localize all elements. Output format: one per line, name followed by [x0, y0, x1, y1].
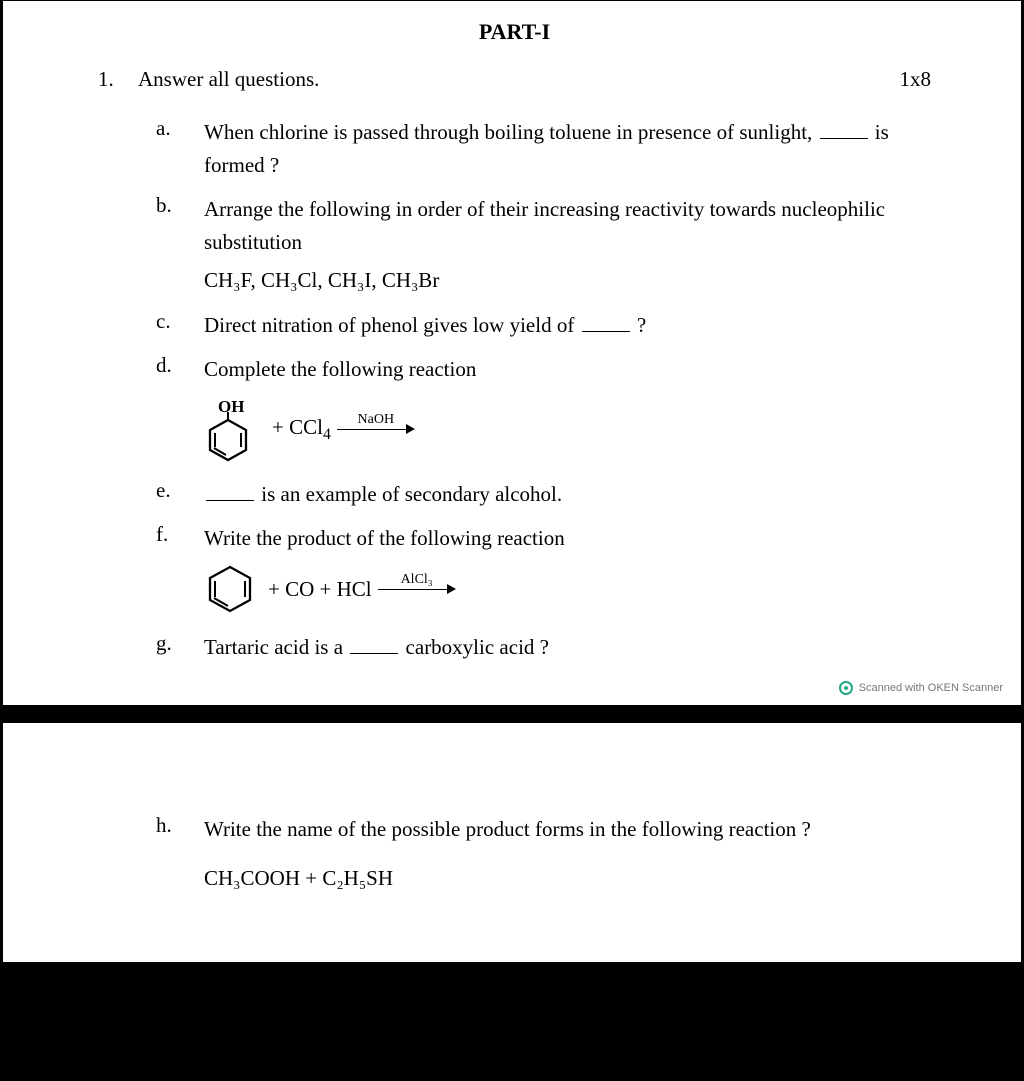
sub-label: a.: [156, 116, 204, 181]
fill-blank: [820, 120, 868, 139]
chemical-formula-line: CH₃COOH + C₂H₅SH: [204, 862, 931, 895]
benzene-structure-icon: [204, 563, 256, 615]
reagent-text: + CO + HCl: [268, 573, 372, 606]
sub-label: e.: [156, 478, 204, 511]
sub-body: Arrange the following in order of their …: [204, 193, 931, 297]
sub-question-d: d. Complete the following reaction OH: [156, 353, 931, 466]
sub-question-c: c. Direct nitration of phenol gives low …: [156, 309, 931, 342]
sub-body: When chlorine is passed through boiling …: [204, 116, 931, 181]
part-title: PART-I: [98, 19, 931, 45]
sub-label: b.: [156, 193, 204, 297]
sub-body: Complete the following reaction OH + CCl…: [204, 353, 931, 466]
question-instruction: Answer all questions.: [138, 67, 871, 92]
fill-blank: [206, 482, 254, 501]
sub-label: c.: [156, 309, 204, 342]
question-marks: 1x8: [871, 67, 931, 92]
sub-body: is an example of secondary alcohol.: [204, 478, 931, 511]
text-after-blank: carboxylic acid ?: [400, 635, 549, 659]
sub-body: Write the name of the possible product f…: [204, 813, 931, 894]
scanner-watermark: Scanned with OKEN Scanner: [839, 681, 1003, 695]
reagent-text: + CCl4: [272, 411, 331, 448]
text-after-blank: ?: [632, 313, 647, 337]
text-after-blank: is an example of secondary alcohol.: [256, 482, 562, 506]
page-bottom: h. Write the name of the possible produc…: [2, 723, 1022, 963]
question-text: Arrange the following in order of their …: [204, 193, 931, 258]
chemical-formula-line: CH₃F, CH₃Cl, CH₃I, CH₃Br: [204, 264, 931, 297]
sub-question-e: e. is an example of secondary alcohol.: [156, 478, 931, 511]
fill-blank: [582, 313, 630, 332]
question-number: 1.: [98, 67, 138, 92]
sub-body: Tartaric acid is a carboxylic acid ?: [204, 631, 931, 664]
sub-question-g: g. Tartaric acid is a carboxylic acid ?: [156, 631, 931, 664]
sub-question-f: f. Write the product of the following re…: [156, 522, 931, 617]
question-1-header: 1. Answer all questions. 1x8: [98, 67, 931, 92]
fill-blank: [350, 635, 398, 654]
reaction-arrow: AlCl₃: [378, 583, 456, 595]
sub-label: d.: [156, 353, 204, 466]
sub-body: Direct nitration of phenol gives low yie…: [204, 309, 931, 342]
sub-label: g.: [156, 631, 204, 664]
question-text: Write the name of the possible product f…: [204, 813, 931, 846]
phenol-structure-icon: OH: [204, 394, 260, 464]
scanner-icon: [839, 681, 853, 695]
question-text: Write the product of the following react…: [204, 522, 931, 555]
sub-question-h: h. Write the name of the possible produc…: [156, 813, 931, 894]
text-before-blank: When chlorine is passed through boiling …: [204, 120, 818, 144]
page-gap: [0, 705, 1024, 723]
text-before-blank: Tartaric acid is a: [204, 635, 348, 659]
scanner-text: Scanned with OKEN Scanner: [859, 682, 1003, 694]
sub-question-b: b. Arrange the following in order of the…: [156, 193, 931, 297]
sub-question-a: a. When chlorine is passed through boili…: [156, 116, 931, 181]
sub-body: Write the product of the following react…: [204, 522, 931, 617]
sub-label: h.: [156, 813, 204, 894]
reaction-arrow: NaOH: [337, 423, 415, 435]
reaction-block: OH + CCl4 NaOH: [204, 394, 931, 464]
text-before-blank: Direct nitration of phenol gives low yie…: [204, 313, 580, 337]
sub-question-list-2: h. Write the name of the possible produc…: [156, 813, 931, 894]
page-top: PART-I 1. Answer all questions. 1x8 a. W…: [2, 0, 1022, 705]
oh-label: OH: [218, 394, 244, 420]
reaction-block: + CO + HCl AlCl₃: [204, 563, 931, 615]
sub-question-list: a. When chlorine is passed through boili…: [156, 116, 931, 663]
question-text: Complete the following reaction: [204, 353, 931, 386]
sub-label: f.: [156, 522, 204, 617]
